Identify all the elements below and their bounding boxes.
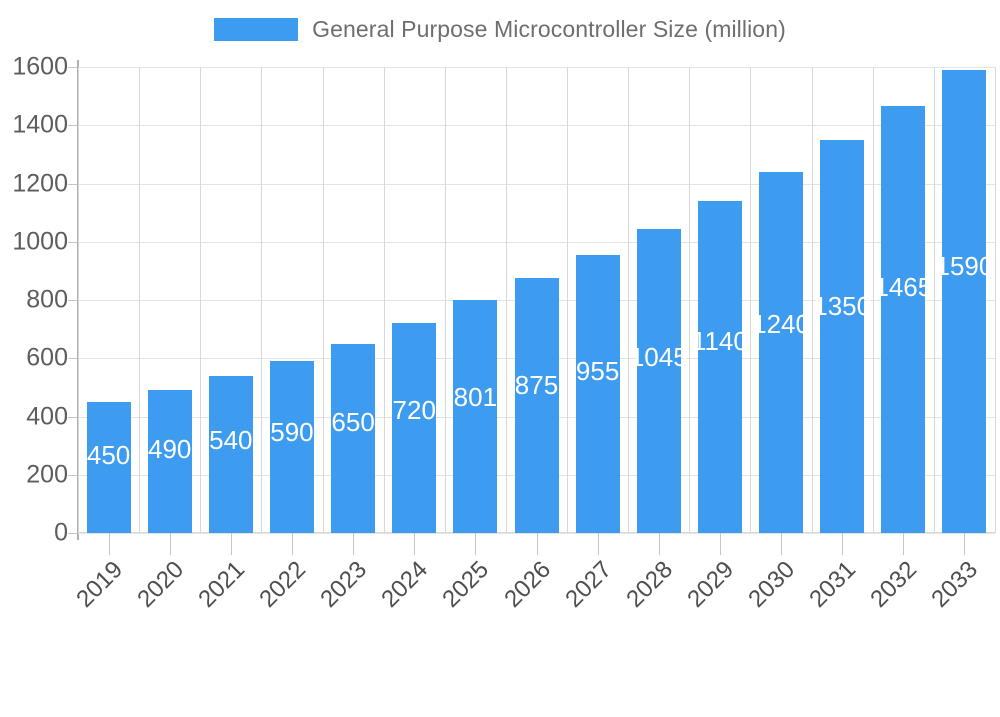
y-axis-tick-mark (68, 67, 77, 68)
gridline-vertical (934, 67, 935, 533)
y-axis-tick-label: 800 (26, 285, 68, 314)
y-axis-tick-label: 200 (26, 460, 68, 489)
bar-value-label: 1045 (629, 341, 688, 372)
gridline-horizontal (78, 125, 995, 127)
bar-value-label: 955 (575, 356, 620, 387)
bar-value-label: 1350 (813, 290, 872, 321)
bar-chart: General Purpose Microcontroller Size (mi… (0, 12, 1000, 613)
x-axis-tick-mark (353, 533, 355, 555)
bar[interactable] (392, 323, 437, 533)
gridline-vertical (384, 67, 385, 533)
bar-value-label: 490 (147, 433, 192, 464)
bar[interactable] (697, 200, 742, 533)
gridline-vertical (873, 67, 874, 533)
gridline-vertical (995, 67, 996, 533)
y-axis-tick-mark (68, 416, 77, 418)
bar-value-label: 720 (392, 395, 436, 426)
x-axis-tick-mark (719, 533, 721, 555)
x-axis-tick-mark (842, 533, 844, 555)
gridline-vertical (812, 67, 813, 533)
bar[interactable] (514, 278, 559, 533)
x-axis-tick-mark (597, 533, 599, 555)
bar-value-label: 875 (514, 369, 559, 400)
y-axis-tick-mark (68, 125, 77, 127)
legend-label: General Purpose Microcontroller Size (mi… (312, 15, 786, 42)
bar-value-label: 450 (86, 440, 131, 471)
bar-value-label: 1465 (874, 271, 933, 302)
y-axis-tick-mark (68, 300, 77, 301)
bar[interactable] (820, 139, 865, 533)
y-axis-tick-label: 600 (26, 343, 68, 372)
y-axis-tick-label: 1000 (12, 227, 68, 256)
bar-value-label: 1240 (752, 309, 810, 340)
bar-value-label: 650 (331, 407, 375, 438)
x-axis-tick-mark (475, 533, 477, 555)
chart-legend: General Purpose Microcontroller Size (mi… (0, 12, 1000, 46)
gridline-vertical (506, 67, 507, 533)
gridline-vertical (261, 67, 262, 533)
y-axis-tick-label: 1600 (12, 52, 68, 81)
bar[interactable] (208, 375, 253, 533)
y-axis-tick-mark (68, 474, 77, 476)
bar[interactable] (636, 228, 681, 533)
bar[interactable] (759, 171, 804, 533)
bar-value-label: 801 (453, 382, 498, 413)
y-axis-tick-mark (68, 533, 77, 534)
x-axis-tick-mark (536, 533, 538, 555)
gridline-vertical (628, 67, 629, 533)
gridline-vertical (750, 67, 751, 533)
x-axis-tick-mark (414, 533, 416, 555)
bar[interactable] (942, 69, 987, 533)
x-axis-tick-mark (291, 533, 293, 555)
gridline-vertical (689, 67, 690, 533)
bar[interactable] (575, 254, 620, 533)
gridline-vertical (139, 67, 140, 533)
gridline-horizontal (78, 241, 995, 243)
y-axis-tick-mark (68, 241, 77, 243)
x-axis-tick-mark (658, 533, 660, 555)
gridline-horizontal (78, 183, 995, 185)
x-axis-tick-mark (108, 533, 110, 555)
y-axis-tick-mark (68, 358, 77, 360)
bar[interactable] (269, 361, 314, 533)
bar-value-label: 1590 (935, 251, 994, 282)
gridline-vertical (445, 67, 446, 533)
x-axis-tick-mark (230, 533, 232, 555)
gridline-vertical (200, 67, 201, 533)
y-axis-tick-label: 1200 (12, 169, 68, 197)
gridline-vertical (323, 67, 324, 533)
bar-value-label: 590 (270, 417, 314, 448)
x-axis-tick-mark (169, 533, 171, 555)
bar[interactable] (331, 343, 376, 533)
bar[interactable] (881, 106, 926, 533)
y-axis-tick-label: 0 (54, 518, 68, 547)
legend-swatch-icon (214, 17, 299, 41)
bar-value-label: 540 (209, 425, 253, 456)
bar-value-label: 1140 (691, 325, 748, 356)
y-axis-tick-label: 1400 (12, 110, 68, 139)
x-axis-tick-mark (903, 533, 905, 555)
bar[interactable] (86, 401, 131, 533)
plot-area: 450 490 540 590 650 720 801 875 955 1045 1140 1240 1… (78, 67, 996, 534)
bar[interactable] (147, 390, 192, 533)
y-axis-tick-mark (68, 183, 77, 185)
gridline-vertical (567, 67, 568, 533)
y-axis-tick-label: 400 (26, 402, 68, 430)
gridline-horizontal (78, 67, 995, 68)
x-axis-tick-mark (781, 533, 783, 555)
x-axis-tick-mark (964, 533, 966, 555)
y-axis-labels: 0 200 400 600 800 1000 1200 1400 1600 (0, 53, 68, 547)
bar[interactable] (453, 299, 498, 533)
gridline-vertical (78, 67, 79, 533)
